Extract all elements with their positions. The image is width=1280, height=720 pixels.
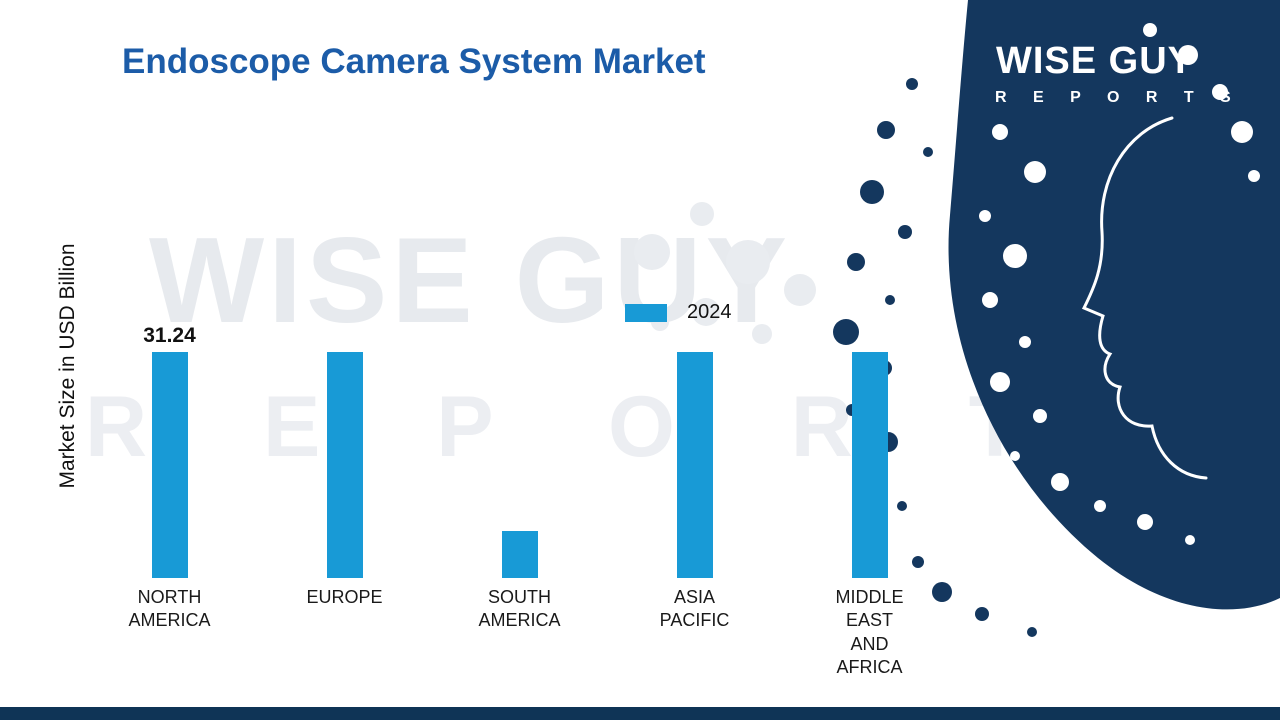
bar-area: 31.24 — [82, 324, 257, 578]
bar-area — [607, 352, 782, 578]
watermark-line1: WISE GUY — [148, 212, 792, 348]
bar-area — [782, 352, 957, 578]
bar — [326, 352, 363, 578]
category-label: EUROPE — [306, 587, 383, 607]
footer-bar — [0, 707, 1280, 720]
bar-chart: 31.24 NORTH AMERICA EUROPE SOUTH AMERICA ASI… — [82, 324, 958, 680]
bar-column: EUROPE — [257, 352, 432, 680]
bar-value-label: 31.24 — [143, 324, 196, 347]
chart-legend: 2024 — [625, 301, 732, 324]
bar-column: MIDDLE EAST AND AFRICA — [782, 352, 957, 680]
logo: WISE GUY R E P O R T S — [995, 40, 1242, 107]
y-axis-label: Market Size in USD Billion — [56, 243, 79, 489]
logo-subtitle: R E P O R T S — [995, 89, 1242, 106]
legend-label: 2024 — [687, 301, 732, 323]
category-label: MIDDLE EAST AND AFRICA — [835, 587, 904, 678]
bar — [851, 352, 888, 578]
bar-column: 31.24 NORTH AMERICA — [82, 324, 257, 680]
bar-column: ASIA PACIFIC — [607, 352, 782, 680]
bar-area — [257, 352, 432, 578]
bar-column: SOUTH AMERICA — [432, 352, 607, 680]
logo-wordmark: WISE GUY — [995, 40, 1195, 82]
category-label: ASIA PACIFIC — [659, 587, 730, 631]
category-label: SOUTH AMERICA — [478, 587, 561, 631]
bar-area — [432, 352, 607, 578]
bar — [501, 530, 538, 578]
legend-swatch-2024 — [625, 303, 667, 322]
page-title: Endoscope Camera System Market — [122, 42, 706, 81]
logo-blob — [948, 0, 1280, 610]
bar: 31.24 — [143, 324, 196, 578]
category-label: NORTH AMERICA — [128, 587, 211, 631]
bar — [676, 352, 713, 578]
